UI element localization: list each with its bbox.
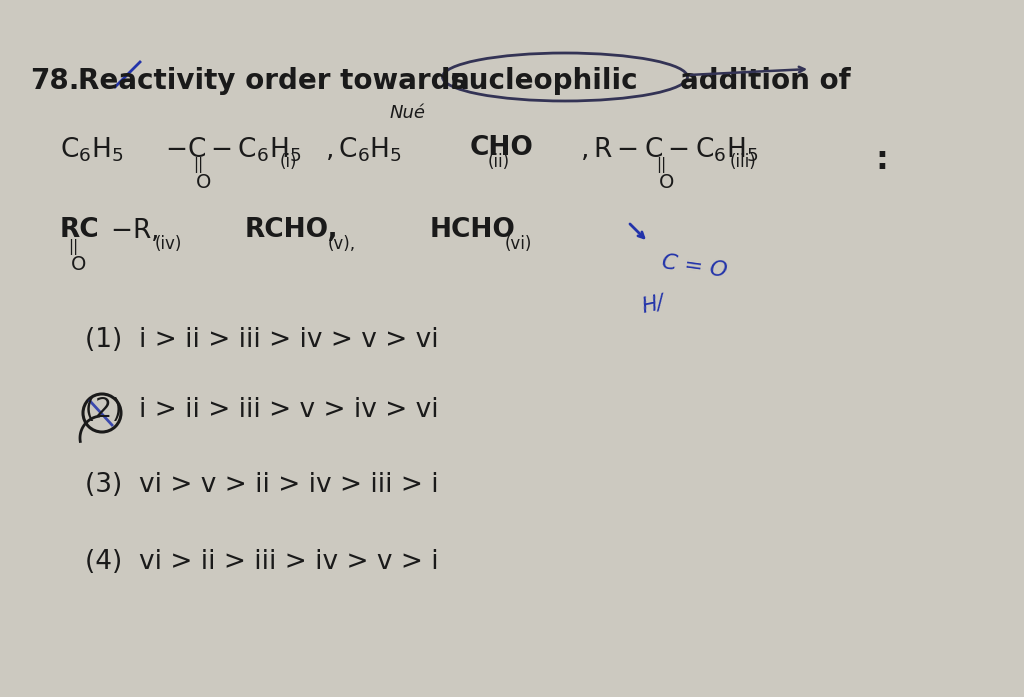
- Text: :: :: [874, 145, 888, 176]
- Text: (v),: (v),: [328, 235, 356, 253]
- Text: $\mathsf{,R-C-C_6H_5}$: $\mathsf{,R-C-C_6H_5}$: [580, 135, 759, 164]
- Text: Reactivity order towards: Reactivity order towards: [78, 67, 467, 95]
- Text: ||: ||: [68, 239, 78, 255]
- Text: (2)  i > ii > iii > v > iv > vi: (2) i > ii > iii > v > iv > vi: [85, 397, 438, 423]
- Text: HCHO: HCHO: [430, 217, 516, 243]
- Text: ||: ||: [656, 157, 667, 173]
- Text: (4)  vi > ii > iii > iv > v > i: (4) vi > ii > iii > iv > v > i: [85, 549, 438, 575]
- Text: (ii): (ii): [488, 153, 510, 171]
- Text: 78.: 78.: [30, 67, 80, 95]
- Text: (i): (i): [280, 153, 298, 171]
- Text: RC: RC: [60, 217, 99, 243]
- Text: $\mathsf{,C_6H_5}$: $\mathsf{,C_6H_5}$: [325, 135, 401, 164]
- Text: RCHO,: RCHO,: [245, 217, 339, 243]
- Text: $\mathsf{-C-C_6H_5}$: $\mathsf{-C-C_6H_5}$: [165, 135, 301, 164]
- Text: Nué: Nué: [390, 104, 426, 122]
- Text: (iv): (iv): [155, 235, 182, 253]
- Text: nucleophilic: nucleophilic: [450, 67, 639, 95]
- Text: H/: H/: [640, 292, 667, 316]
- Text: addition of: addition of: [680, 67, 851, 95]
- Text: ||: ||: [193, 157, 203, 173]
- Text: (1)  i > ii > iii > iv > v > vi: (1) i > ii > iii > iv > v > vi: [85, 327, 438, 353]
- Text: (3)  vi > v > ii > iv > iii > i: (3) vi > v > ii > iv > iii > i: [85, 472, 438, 498]
- Text: C = O: C = O: [660, 252, 728, 281]
- Text: (vi): (vi): [505, 235, 532, 253]
- Text: O: O: [659, 173, 675, 192]
- Text: $\mathsf{-R,}$: $\mathsf{-R,}$: [110, 217, 159, 244]
- Text: (iii): (iii): [730, 153, 757, 171]
- Text: O: O: [71, 255, 86, 274]
- Text: O: O: [196, 173, 211, 192]
- Text: CHO: CHO: [470, 135, 534, 161]
- Text: $\mathsf{C_6H_5}$: $\mathsf{C_6H_5}$: [60, 135, 124, 164]
